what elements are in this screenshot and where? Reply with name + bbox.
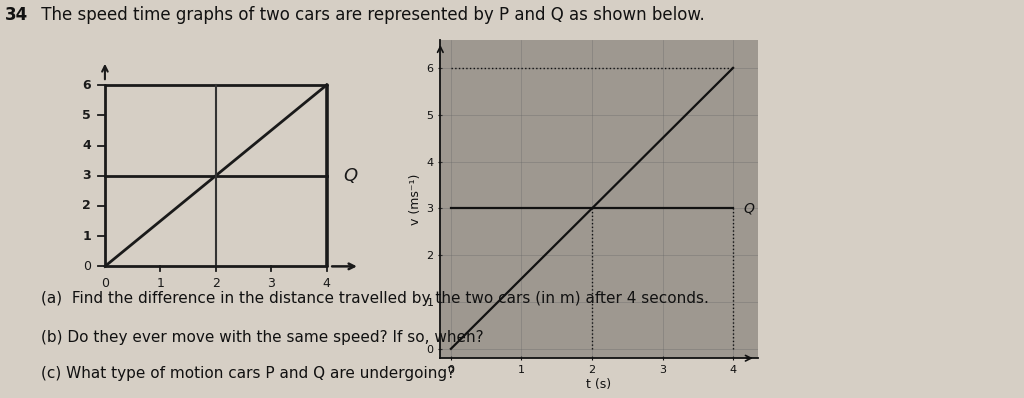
Text: 34: 34 [5,6,29,24]
Text: 4: 4 [82,139,91,152]
Text: 1: 1 [157,277,164,290]
Text: 0: 0 [83,260,91,273]
Text: Q: Q [743,201,755,215]
Text: 6: 6 [83,79,91,92]
Text: 2: 2 [82,199,91,213]
X-axis label: t (s): t (s) [587,378,611,391]
Text: 0: 0 [101,277,109,290]
Text: The speed time graphs of two cars are represented by P and Q as shown below.: The speed time graphs of two cars are re… [36,6,705,24]
Text: (c) What type of motion cars P and Q are undergoing?: (c) What type of motion cars P and Q are… [41,366,455,381]
Text: 1: 1 [82,230,91,243]
Y-axis label: v (ms⁻¹): v (ms⁻¹) [409,173,422,225]
Text: 3: 3 [83,169,91,182]
Text: 4: 4 [323,277,331,290]
Text: (b) Do they ever move with the same speed? If so, when?: (b) Do they ever move with the same spee… [41,330,483,345]
Text: 3: 3 [267,277,275,290]
Text: Q: Q [343,167,357,185]
Text: (a)  Find the difference in the distance travelled by the two cars (in m) after : (a) Find the difference in the distance … [41,291,709,306]
Text: 5: 5 [82,109,91,122]
Text: 2: 2 [212,277,220,290]
